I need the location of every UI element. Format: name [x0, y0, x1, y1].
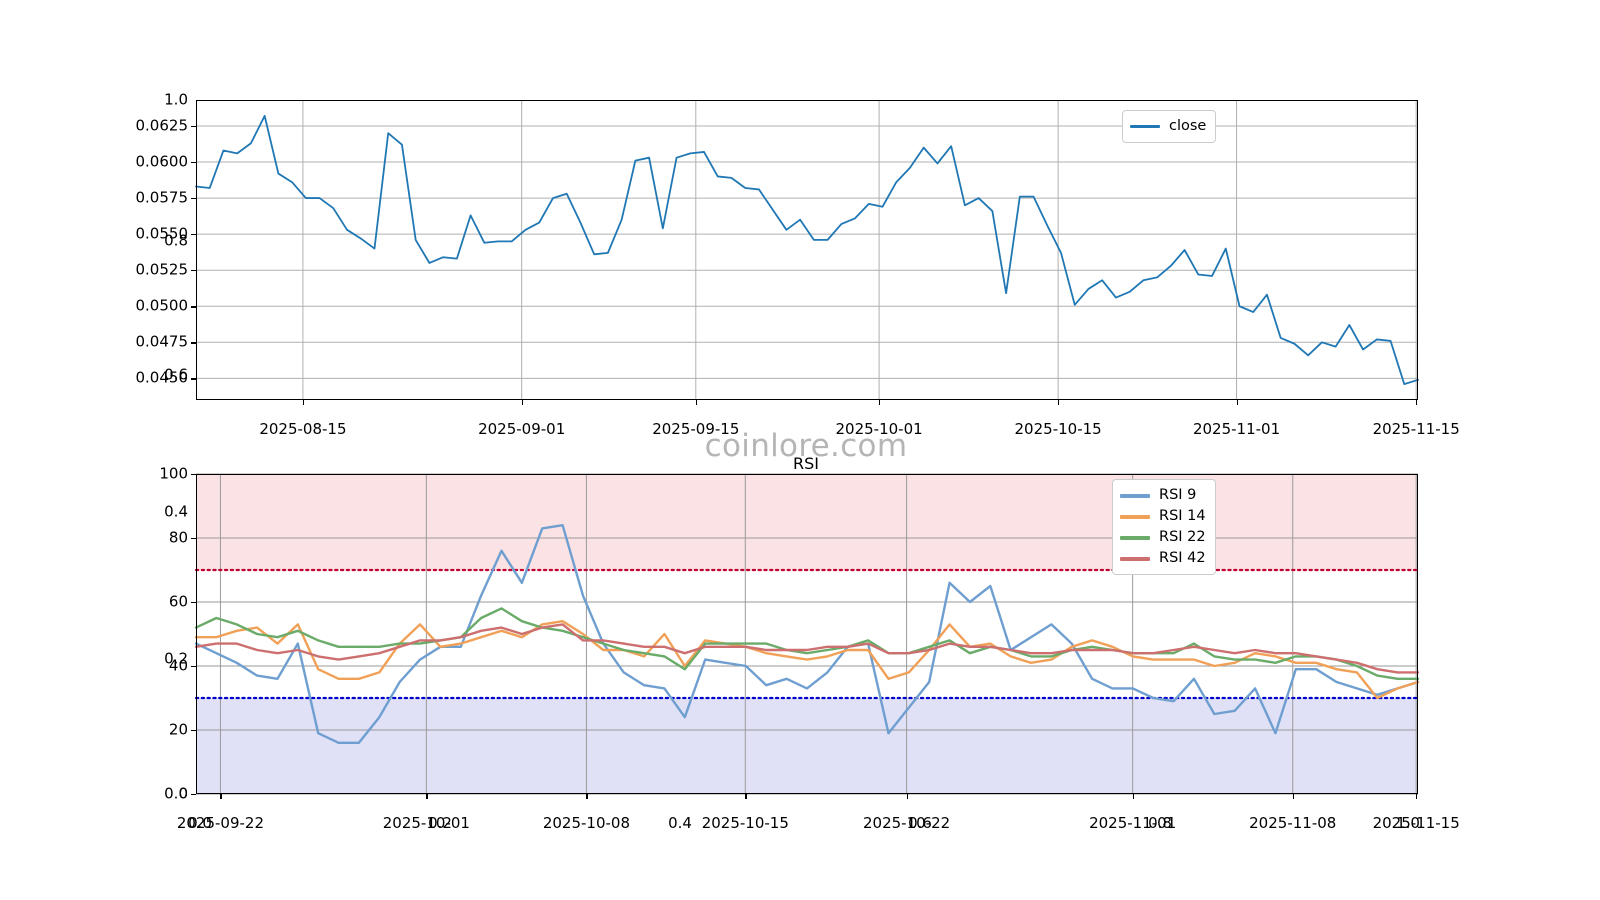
legend-color-swatch	[1120, 556, 1150, 561]
legend-item[interactable]: RSI 22	[1120, 527, 1206, 548]
price-plot-frame	[196, 100, 1418, 400]
rsi-y-tick-label: 0	[178, 784, 188, 803]
rsi-y-tick-label-secondary: 0.4	[164, 502, 188, 521]
rsi-y-tick-mark	[191, 474, 196, 476]
price-y-tick-mark	[191, 198, 196, 200]
rsi-y-tick-label: 80	[168, 528, 188, 547]
price-x-tick-mark	[302, 400, 305, 405]
price-x-tick-mark	[695, 400, 698, 405]
rsi-y-tick-label: 60	[168, 592, 188, 611]
price-y-tick-mark	[191, 234, 196, 236]
rsi-x-tick-mark	[1292, 794, 1295, 799]
rsi-y-tick-mark	[191, 666, 196, 668]
rsi-y-tick-label-secondary: 0.0	[164, 784, 188, 803]
rsi-y-tick-mark	[191, 602, 196, 604]
rsi-chart-panel	[194, 473, 1420, 795]
price-plot-area	[195, 100, 1419, 400]
price-y-tick-label: 0.0600	[135, 152, 189, 171]
rsi-x-tick-label: 2025-11-08	[1249, 814, 1337, 832]
price-y-tick-label: 0.0475	[135, 332, 189, 351]
legend-color-swatch	[1120, 514, 1150, 519]
rsi-x-tick-label: 2025-10-08	[542, 814, 631, 832]
legend-color-swatch	[1120, 493, 1150, 498]
price-y-tick-label: 0.0500	[135, 296, 189, 315]
rsi-x-tick-label-secondary: 0.4	[668, 814, 692, 832]
watermark: coinlore.com	[704, 428, 908, 464]
rsi-x-tick-label-secondary: 0.2	[428, 814, 452, 832]
rsi-x-tick-label-secondary: 0.6	[908, 814, 932, 832]
legend-item[interactable]: RSI 9	[1120, 485, 1206, 506]
price-y-tick-mark	[191, 342, 196, 344]
price-x-tick-label: 2025-11-01	[1192, 420, 1281, 438]
price-x-tick-mark	[521, 400, 523, 405]
rsi-x-tick-mark	[586, 794, 588, 799]
rsi-x-tick-label: 2025-11-01	[1089, 814, 1177, 832]
price-y-tick-mark	[191, 306, 196, 308]
legend-label: RSI 9	[1159, 487, 1197, 504]
legend-color-swatch	[1120, 535, 1150, 540]
rsi-chart-title: RSI	[793, 454, 819, 473]
price-y-tick-mark	[191, 270, 196, 272]
legend-label: close	[1169, 118, 1207, 135]
rsi-x-tick-label-secondary: 0.0	[188, 814, 212, 832]
rsi-x-tick-mark	[1132, 794, 1134, 799]
price-x-tick-mark	[1058, 400, 1060, 405]
price-x-tick-label: 2025-08-15	[259, 420, 347, 438]
rsi-y-tick-mark	[191, 730, 196, 732]
price-y-tick-label: 0.0625	[135, 116, 189, 135]
price-x-tick-label: 2025-09-15	[652, 420, 740, 438]
price-x-tick-label: 2025-10-01	[835, 420, 923, 438]
rsi-x-tick-mark	[745, 794, 747, 799]
price-x-tick-mark	[1416, 400, 1418, 405]
price-y-tick-label: 0.0525	[135, 260, 189, 279]
rsi-legend[interactable]: RSI 9 RSI 14 RSI 22 RSI 42	[1112, 479, 1216, 575]
price-x-tick-mark	[879, 400, 881, 405]
price-y-tick-mark	[191, 162, 196, 164]
legend-label: RSI 14	[1159, 508, 1206, 525]
legend-item[interactable]: RSI 14	[1120, 506, 1206, 527]
legend-label: RSI 42	[1159, 550, 1206, 567]
rsi-x-tick-label: 2025-10-15	[701, 814, 789, 832]
rsi-y-tick-mark	[191, 794, 196, 796]
rsi-x-tick-label: 2025-11-15	[1372, 814, 1460, 832]
rsi-x-tick-label: 2025-10-22	[862, 814, 951, 832]
price-y-tick-label: 0.0575	[135, 188, 189, 207]
rsi-y-tick-mark	[191, 538, 196, 540]
price-x-tick-label: 2025-09-01	[478, 420, 566, 438]
rsi-x-tick-mark	[426, 794, 428, 799]
price-y-tick-label-secondary: 1.0	[164, 90, 188, 109]
price-x-tick-mark	[1236, 400, 1238, 405]
price-y-tick-label-secondary: 0.6	[164, 365, 188, 384]
rsi-x-tick-mark	[906, 794, 908, 799]
legend-item[interactable]: RSI 42	[1120, 548, 1206, 569]
price-y-tick-mark	[191, 378, 196, 380]
rsi-x-tick-label-secondary: 1.0	[1396, 814, 1420, 832]
rsi-y-tick-label: 20	[168, 720, 188, 739]
price-y-tick-label: 0.0550	[135, 224, 189, 243]
price-y-tick-mark	[191, 125, 196, 128]
legend-item[interactable]: close	[1130, 116, 1206, 137]
price-x-tick-label: 2025-11-15	[1372, 420, 1460, 438]
rsi-x-tick-label: 2025-09-22	[176, 814, 265, 832]
price-x-tick-label: 2025-10-15	[1014, 420, 1102, 438]
rsi-x-tick-label-secondary: 0.8	[1148, 814, 1172, 832]
rsi-y-tick-label: 100	[159, 464, 188, 483]
legend-label: RSI 22	[1159, 529, 1206, 546]
rsi-y-tick-label: 40	[168, 656, 188, 675]
price-y-tick-label: 0.0450	[135, 368, 189, 387]
legend-color-swatch	[1130, 125, 1160, 128]
rsi-x-tick-mark	[1416, 794, 1418, 799]
rsi-x-tick-mark	[220, 794, 222, 799]
price-y-tick-label-secondary: 0.8	[164, 231, 188, 250]
rsi-x-tick-label: 2025-10-01	[382, 814, 470, 832]
rsi-y-tick-label-secondary: 0.2	[164, 649, 188, 668]
rsi-plot-frame	[196, 474, 1418, 794]
price-legend[interactable]: close	[1122, 110, 1217, 143]
price-chart-panel	[195, 100, 1419, 400]
